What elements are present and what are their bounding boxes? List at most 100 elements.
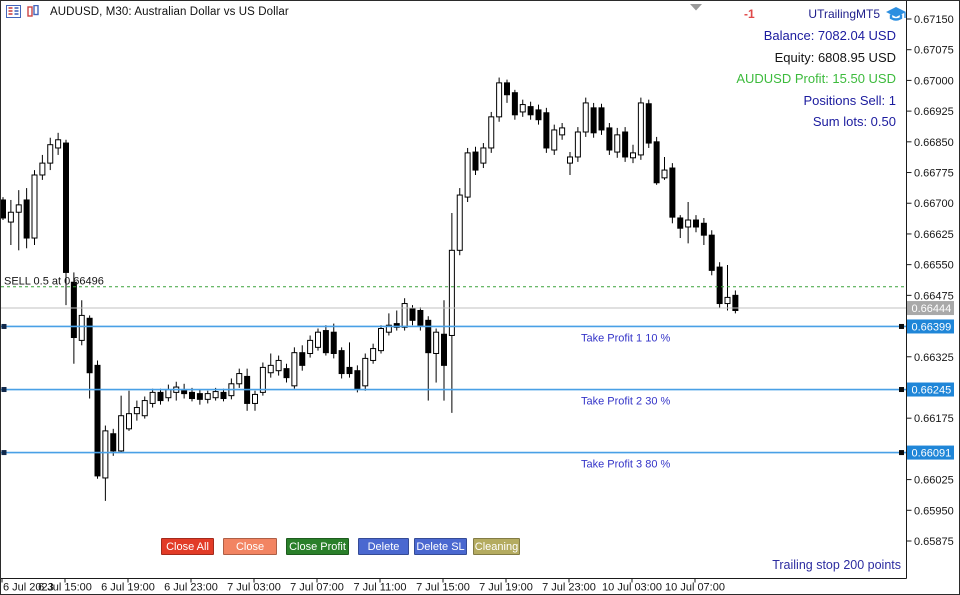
current-price-badge-text: 0.66444 <box>912 303 952 315</box>
y-axis-label: 0.67000 <box>914 75 954 87</box>
tp-price-badge-1 <box>907 319 954 334</box>
y-axis-label: 0.67150 <box>914 14 954 26</box>
candle-body <box>685 219 692 228</box>
x-axis-label: 7 Jul 19:00 <box>479 582 533 594</box>
tp-label-2: Take Profit 2 30 % <box>581 396 670 408</box>
close-profit-button[interactable]: Close Profit <box>286 538 349 555</box>
candle-body <box>307 339 314 354</box>
candle-body <box>102 430 109 479</box>
candle-body <box>622 131 629 158</box>
candle-body <box>31 174 38 239</box>
candle-body <box>157 391 164 402</box>
candle-body <box>86 317 93 374</box>
y-axis-label: 0.66700 <box>914 198 954 210</box>
candle-body <box>94 364 101 477</box>
info-line-equity: Equity: 6808.95 USD <box>774 49 896 65</box>
candle-body <box>47 144 54 164</box>
candle-body <box>110 433 117 452</box>
candle-body <box>669 167 676 218</box>
tp-label-3: Take Profit 3 80 % <box>581 459 670 471</box>
y-axis-label: 0.67075 <box>914 45 954 57</box>
candle-body <box>338 350 345 375</box>
candle-body <box>252 393 258 404</box>
y-axis-label: 0.66325 <box>914 352 954 364</box>
candle-body <box>196 393 203 400</box>
candle-body <box>283 368 290 379</box>
info-line-sum_lots: Sum lots: 0.50 <box>812 114 896 129</box>
candle-body <box>299 352 306 366</box>
candle-body <box>598 107 605 131</box>
close-all-button[interactable]: Close All <box>161 538 214 555</box>
candle-body <box>732 294 739 312</box>
tp-left-anchor[interactable] <box>1 387 7 393</box>
tp-right-anchor[interactable] <box>899 450 904 456</box>
y-axis-label: 0.66550 <box>914 260 954 272</box>
candle-body <box>133 407 140 415</box>
y-axis-label: 0.66850 <box>914 137 954 149</box>
candle-body <box>165 389 172 399</box>
candle-body <box>645 103 652 144</box>
x-axis-label: 10 Jul 03:00 <box>602 582 662 594</box>
x-axis-label: 7 Jul 11:00 <box>353 582 406 594</box>
candle-body <box>315 331 321 348</box>
tp-price-badge-3 <box>907 445 954 460</box>
cleaning-button[interactable]: Cleaning <box>473 538 520 555</box>
candle-body <box>637 102 644 156</box>
candle-body <box>346 366 353 375</box>
close-loss-button[interactable]: Close Loss <box>223 538 277 570</box>
x-axis-label: 6 Jul 19:00 <box>101 582 155 594</box>
x-axis-label: 6 Jul 2023 <box>3 582 54 594</box>
x-axis-label: 7 Jul 03:00 <box>227 582 281 594</box>
y-axis-label: 0.65950 <box>914 505 954 517</box>
expert-advisor-cap-icon[interactable] <box>885 6 907 22</box>
x-axis-label: 7 Jul 15:00 <box>416 582 470 594</box>
candle-body <box>409 307 416 321</box>
candle-body <box>504 82 510 96</box>
scroll-end-marker-icon <box>690 4 702 11</box>
candle-body <box>708 234 715 271</box>
chart-title: AUDUSD, M30: Australian Dollar vs US Dol… <box>50 5 289 18</box>
candle-body <box>606 127 613 151</box>
y-axis-label: 0.65875 <box>914 536 954 548</box>
candle-body <box>70 281 77 339</box>
chart-titlebar: AUDUSD, M30: Australian Dollar vs US Dol… <box>6 5 289 18</box>
candle-body <box>480 147 487 164</box>
tp-left-anchor[interactable] <box>1 450 7 456</box>
candle-body <box>55 139 62 149</box>
delete-po-button[interactable]: Delete PO <box>358 538 409 570</box>
candle-body <box>425 319 432 354</box>
delete-sl-button[interactable]: Delete SL <box>414 538 467 555</box>
tp-price-badge-3-text: 0.66091 <box>912 448 952 460</box>
candle-body <box>275 359 282 372</box>
candle-body <box>141 400 148 417</box>
candle-body <box>362 357 369 387</box>
info-line-balance: Balance: 7082.04 USD <box>763 28 896 43</box>
tp-right-anchor[interactable] <box>899 323 904 329</box>
candle-body <box>677 217 684 229</box>
candle-body <box>496 82 503 118</box>
y-axis-label: 0.66775 <box>914 168 954 180</box>
candle-body <box>724 296 731 305</box>
tp-right-anchor[interactable] <box>899 387 904 393</box>
candle-body <box>527 106 534 116</box>
candle-body <box>700 222 707 236</box>
candle-body <box>614 134 621 153</box>
candle-body <box>653 141 660 184</box>
candle-body <box>23 199 30 239</box>
candle-body <box>661 169 668 179</box>
info-line-profit: AUDUSD Profit: 15.50 USD <box>736 71 896 86</box>
tp-left-anchor[interactable] <box>1 323 7 329</box>
candle-body <box>291 352 298 387</box>
candle-body <box>15 204 22 213</box>
candle-body <box>551 129 558 151</box>
candle-body <box>590 107 597 134</box>
candle-body <box>417 310 424 326</box>
current-price-badge <box>907 301 954 316</box>
candle-body <box>567 156 573 164</box>
candle-body <box>220 391 227 400</box>
candle-body <box>385 324 392 333</box>
candle-body <box>535 109 542 121</box>
candle-body <box>118 415 125 452</box>
y-axis-label: 0.66025 <box>914 475 954 487</box>
